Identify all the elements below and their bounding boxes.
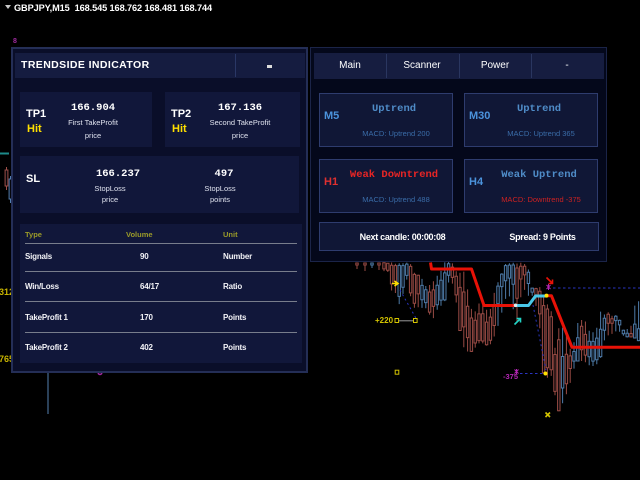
svg-text:312: 312 (0, 287, 14, 297)
svg-text:-375: -375 (503, 372, 518, 381)
svg-text:8: 8 (13, 38, 17, 45)
svg-text:+220: +220 (375, 316, 394, 325)
svg-text:765: 765 (0, 354, 14, 364)
